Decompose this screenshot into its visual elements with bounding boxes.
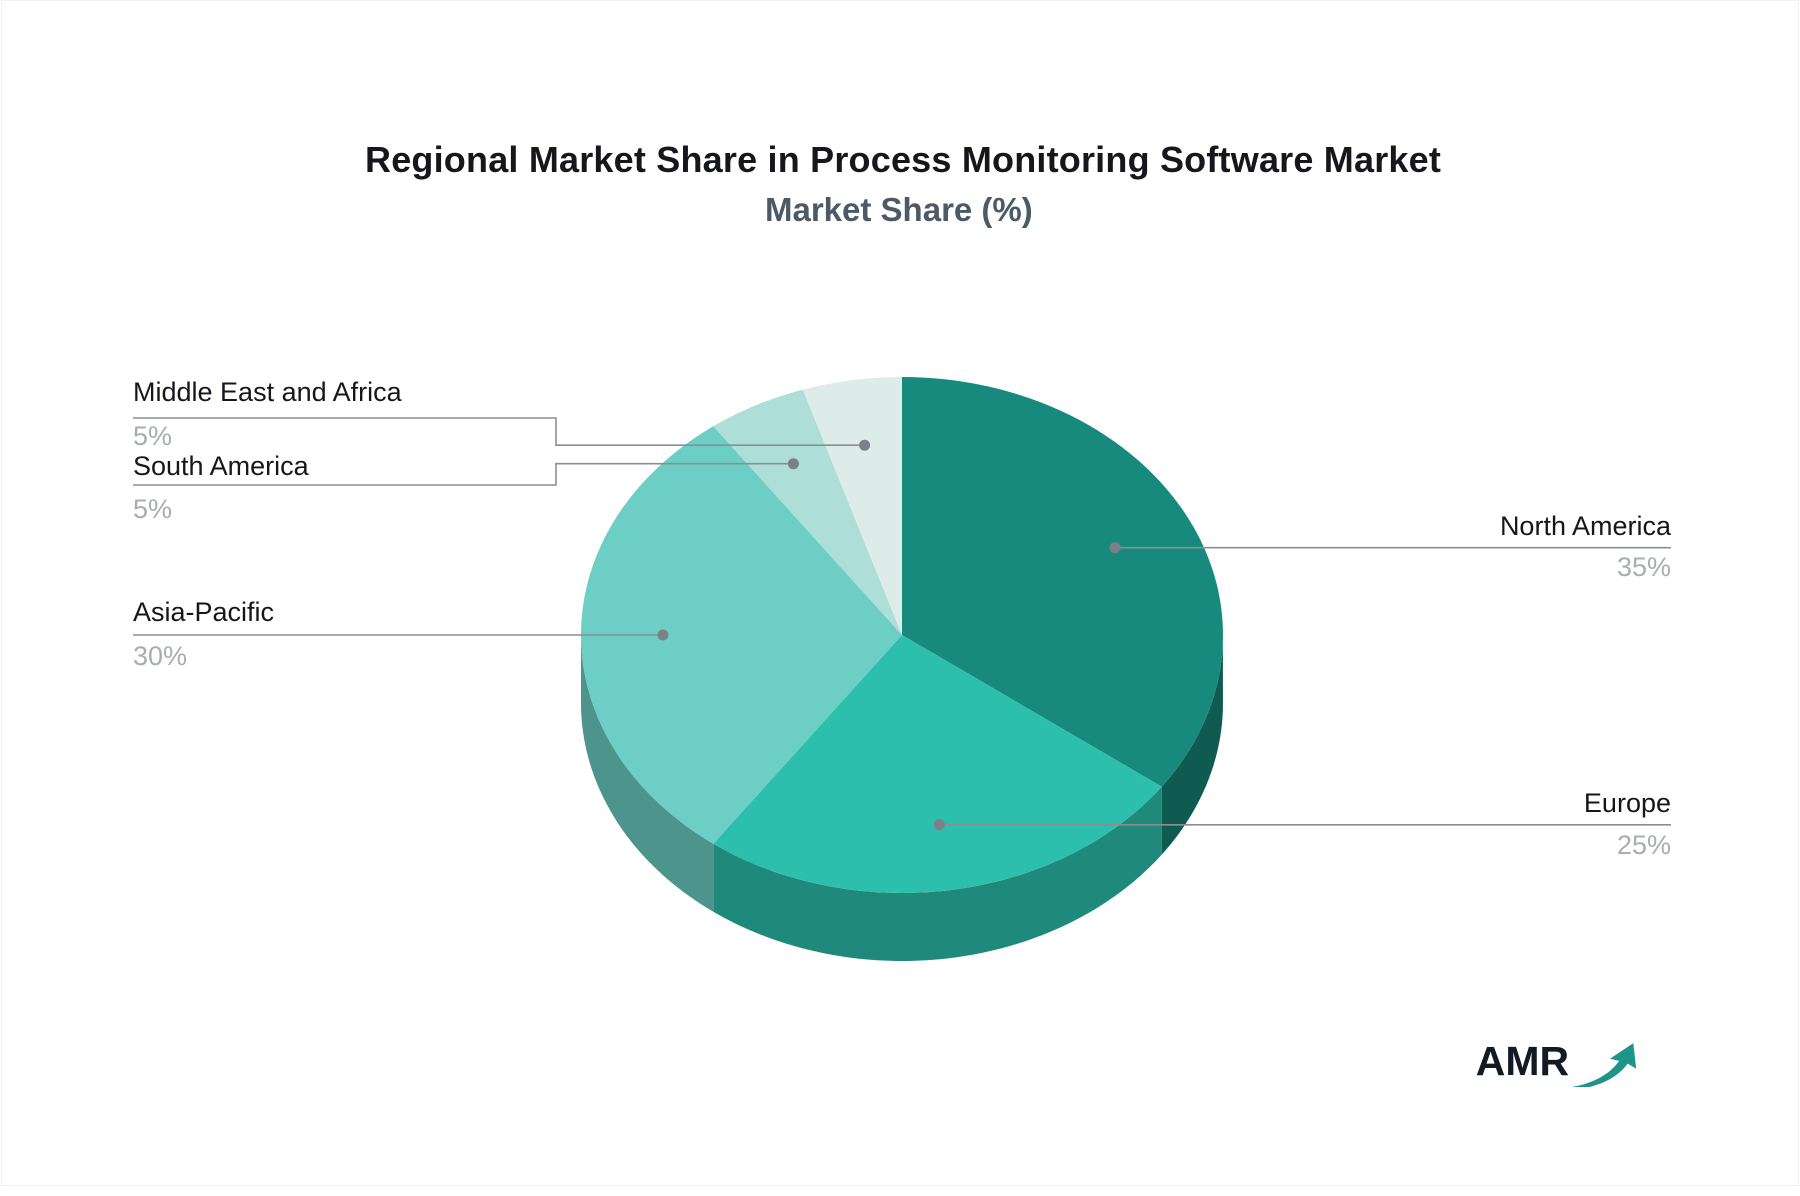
svg-text:AMR: AMR	[1476, 1038, 1569, 1084]
